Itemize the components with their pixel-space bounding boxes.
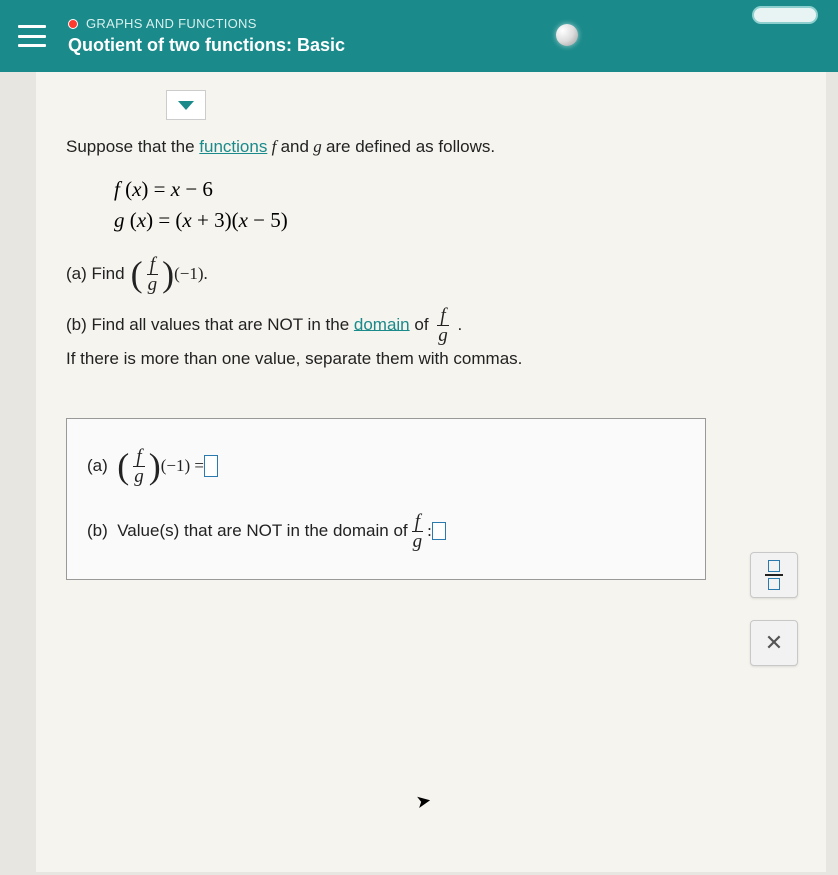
orb-icon[interactable] (556, 24, 578, 46)
fg-fraction: f g (145, 255, 161, 294)
part-b-post: of (410, 314, 434, 333)
fraction-icon (765, 560, 783, 590)
part-b: (b) Find all values that are NOT in the … (66, 306, 804, 372)
functions-link[interactable]: functions (199, 137, 267, 156)
fg-fraction-b: f g (435, 306, 451, 345)
answer-b-row: (b) Value(s) that are NOT in the domain … (87, 512, 685, 551)
g-definition: g (x) = (x + 3)(x − 5) (114, 205, 804, 237)
menu-icon[interactable] (18, 25, 46, 47)
answer-a-row: (a) ( f g ) (−1) = (87, 447, 685, 486)
app-header: GRAPHS AND FUNCTIONS Quotient of two fun… (0, 0, 838, 72)
intro-pre: Suppose that the (66, 137, 199, 156)
frac-f: f (147, 255, 158, 275)
breadcrumb-label: GRAPHS AND FUNCTIONS (86, 16, 257, 31)
frac-g: g (145, 275, 161, 294)
answer-b-text: Value(s) that are NOT in the domain of (117, 521, 407, 541)
breadcrumb: GRAPHS AND FUNCTIONS (68, 16, 345, 31)
intro-text: Suppose that the functions f and g are d… (66, 134, 804, 160)
part-b-pre: (b) Find all values that are NOT in the (66, 314, 354, 333)
fg-fraction-ans-a: f g (131, 447, 147, 486)
part-b-note: If there is more than one value, separat… (66, 349, 522, 368)
answer-a-arg: (−1) = (161, 456, 204, 476)
progress-pill (752, 6, 818, 24)
answer-a-label: (a) (87, 456, 108, 476)
problem-statement: Suppose that the functions f and g are d… (66, 134, 804, 372)
tool-column: ✕ (750, 552, 798, 666)
fraction-tool-button[interactable] (750, 552, 798, 598)
content-area: Suppose that the functions f and g are d… (36, 72, 826, 872)
part-a-label: (a) Find (66, 264, 125, 284)
part-a: (a) Find ( f g ) (−1). (66, 255, 804, 294)
answer-b-input[interactable] (432, 522, 446, 540)
clear-tool-button[interactable]: ✕ (750, 620, 798, 666)
function-definitions: f (x) = x − 6 g (x) = (x + 3)(x − 5) (114, 174, 804, 237)
close-icon: ✕ (765, 630, 783, 656)
f-definition: f (x) = x − 6 (114, 174, 804, 206)
intro-post: are defined as follows. (326, 137, 495, 156)
page-title: Quotient of two functions: Basic (68, 35, 345, 56)
part-b-end: . (458, 314, 463, 333)
part-a-arg: (−1). (174, 264, 208, 284)
answer-b-label: (b) (87, 521, 108, 541)
answer-a-input[interactable] (204, 455, 218, 477)
record-dot-icon (68, 19, 78, 29)
collapse-button[interactable] (166, 90, 206, 120)
answer-box: (a) ( f g ) (−1) = (b) Value(s) that are… (66, 418, 706, 580)
header-text: GRAPHS AND FUNCTIONS Quotient of two fun… (68, 16, 345, 56)
chevron-down-icon (178, 101, 194, 110)
domain-link[interactable]: domain (354, 314, 410, 333)
cursor-icon: ➤ (414, 790, 433, 813)
fg-fraction-ans-b: f g (410, 512, 426, 551)
